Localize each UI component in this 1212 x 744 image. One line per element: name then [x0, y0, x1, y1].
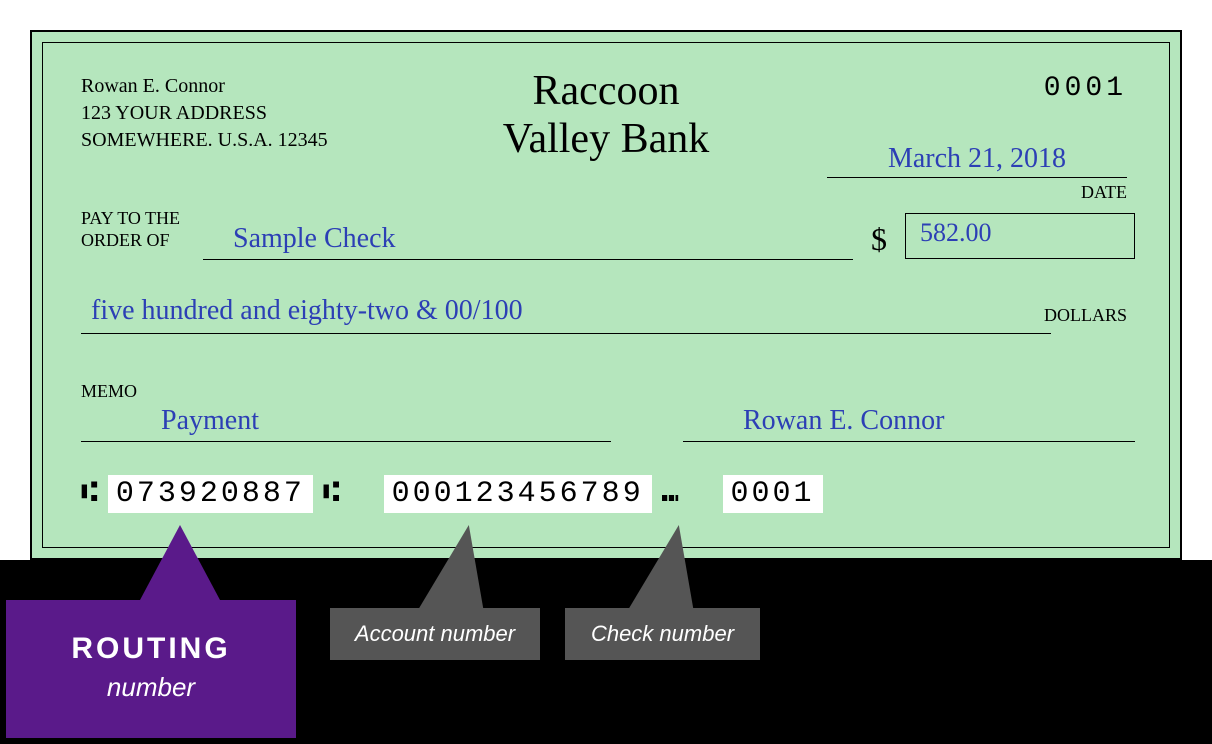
micr-dash-icon: ⑉ [662, 479, 679, 510]
check: Rowan E. Connor 123 YOUR ADDRESS SOMEWHE… [30, 30, 1182, 560]
callout-routing-line2: number [6, 672, 296, 703]
payer-address-2: SOMEWHERE. U.S.A. 12345 [81, 127, 328, 154]
micr-symbol-icon: ⑆ [81, 479, 98, 510]
signature: Rowan E. Connor [683, 405, 1135, 442]
bank-name: Raccoon Valley Bank [503, 67, 709, 164]
payee-line: Sample Check [203, 223, 853, 260]
dollars-label: DOLLARS [1044, 305, 1127, 326]
memo-label: MEMO [81, 381, 137, 402]
callout-checknum-label: Check number [591, 621, 734, 647]
dollar-sign: $ [871, 221, 887, 258]
pointer-routing-icon [140, 525, 220, 600]
bank-name-line1: Raccoon [503, 67, 709, 115]
date-value: March 21, 2018 [827, 143, 1127, 178]
micr-routing: 073920887 [108, 475, 313, 513]
date-area: March 21, 2018 DATE [827, 143, 1127, 203]
payer-block: Rowan E. Connor 123 YOUR ADDRESS SOMEWHE… [81, 73, 328, 154]
check-number-top: 0001 [1044, 73, 1127, 104]
check-inner-border: Rowan E. Connor 123 YOUR ADDRESS SOMEWHE… [42, 42, 1170, 548]
micr-symbol-icon: ⑆ [323, 479, 340, 510]
micr-row: ⑆ 073920887 ⑆ 000123456789 ⑉ 0001 [81, 475, 823, 513]
payto-label-line1: PAY TO THE [81, 208, 180, 230]
amount-numeric: 582.00 [905, 213, 1135, 259]
micr-checknum: 0001 [723, 475, 823, 513]
amount-words: five hundred and eighty-two & 00/100 [81, 295, 1051, 334]
date-label: DATE [827, 182, 1127, 203]
micr-account: 000123456789 [384, 475, 652, 513]
callout-account: Account number [330, 608, 540, 660]
callout-routing: ROUTING number [6, 600, 296, 738]
callout-account-label: Account number [355, 621, 515, 647]
payer-name: Rowan E. Connor [81, 73, 328, 100]
payer-address-1: 123 YOUR ADDRESS [81, 100, 328, 127]
payto-label-line2: ORDER OF [81, 230, 180, 252]
memo-value: Payment [81, 405, 611, 442]
callout-checknum: Check number [565, 608, 760, 660]
callout-routing-line1: ROUTING [6, 632, 296, 666]
bank-name-line2: Valley Bank [503, 115, 709, 163]
payto-label: PAY TO THE ORDER OF [81, 208, 180, 251]
